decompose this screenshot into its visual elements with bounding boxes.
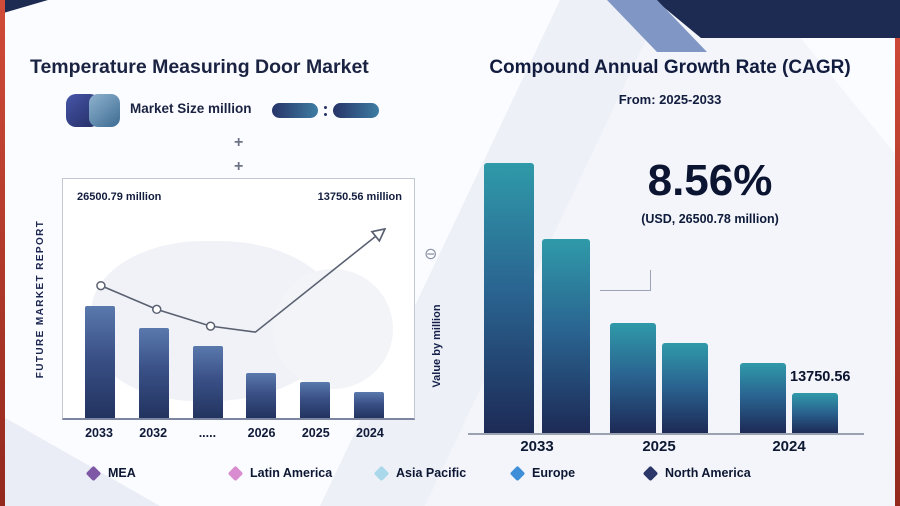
x-label: 2032: [139, 426, 168, 440]
legend-item-europe: Europe: [509, 465, 576, 481]
legend-item-asia-pacific: Asia Pacific: [373, 465, 467, 481]
cagr-chart-axis-line: [468, 433, 864, 435]
market-size-x-axis: 2033 2032..... 2026 2025 2024: [62, 426, 415, 442]
legend-pills: [272, 103, 379, 118]
x-label-cell: 2033: [84, 426, 114, 442]
market-size-bar-2025: [300, 382, 331, 418]
x-label: 2033: [85, 426, 113, 440]
cagr-bar-2025-2: [662, 343, 708, 433]
market-size-chart: 26500.79 million 13750.56 million: [62, 178, 415, 420]
trend-marker: [96, 280, 106, 291]
trend-line: [100, 230, 383, 333]
database-icon-right-disc: [89, 94, 120, 127]
legend-item-latin-america: Latin America: [227, 465, 333, 481]
x-label: 2025: [301, 426, 330, 440]
trend-marker: [151, 304, 162, 315]
legend-item-mea: MEA: [85, 465, 136, 481]
legend-pill-1: [272, 103, 318, 118]
legend-diamond: [509, 465, 526, 481]
market-size-bar-2033: [85, 306, 115, 418]
bar-value-callout: 13750.56: [790, 369, 851, 385]
right-chart-title: Compound Annual Growth Rate (CAGR): [489, 57, 851, 78]
database-icon: [66, 92, 124, 130]
cagr-bar-2033-1: [484, 163, 534, 433]
market-size-bar-2026: [246, 373, 277, 418]
trend-line-overlay: [96, 179, 414, 333]
cagr-bar-2024-2: [792, 393, 838, 433]
legend-diamond: [85, 465, 102, 481]
right-chart-subtitle: From: 2025-2033: [618, 92, 722, 107]
x-label-cell: 2025: [301, 426, 331, 442]
legend-label: Asia Pacific: [396, 466, 467, 480]
cagr-subtext: (USD, 26500.78 million): [641, 212, 779, 226]
market-size-legend-label: Market Size million: [130, 101, 252, 116]
decor-blob: [273, 269, 393, 389]
trend-marker: [205, 321, 216, 331]
market-size-bar-2024: [353, 392, 384, 418]
legend-pill-2: [333, 103, 379, 118]
cagr-bar-2033-2: [542, 239, 590, 433]
pill-separator-colon: [324, 105, 327, 116]
x-label-cell: 2026: [247, 426, 277, 442]
x-label: .....: [198, 426, 217, 440]
legend-label: Europe: [532, 466, 576, 480]
x-label-2033: 2033: [520, 438, 554, 455]
legend-diamond: [642, 465, 659, 481]
market-size-bar-.....: [192, 346, 223, 418]
plus-icon: +: [234, 134, 244, 151]
decor-bracket: [600, 270, 651, 291]
end-value-annotation: 13750.56 million: [317, 191, 402, 203]
x-label: 2024: [356, 426, 384, 440]
start-value-annotation: 26500.79 million: [77, 191, 162, 203]
x-label-cell: 2024: [355, 426, 385, 442]
left-chart-title: Temperature Measuring Door Market: [30, 56, 369, 78]
legend-diamond: [373, 465, 390, 481]
legend-diamond: [227, 465, 244, 481]
x-label-2024: 2024: [772, 438, 806, 455]
legend-label: MEA: [108, 466, 136, 480]
x-label-cell: 2032: [138, 426, 168, 442]
market-size-bars: [63, 179, 414, 418]
region-legend: MEA Latin America Asia Pacific Europe North …: [0, 464, 900, 496]
legend-item-north-america: North America: [642, 465, 751, 481]
plus-icon: +: [234, 158, 244, 175]
cagr-bar-2024-1: [740, 363, 786, 433]
legend-label: North America: [665, 466, 751, 480]
x-label-cell: .....: [192, 426, 222, 442]
cagr-value: 8.56%: [647, 156, 773, 205]
x-label-2025: 2025: [642, 438, 676, 455]
legend-label: Latin America: [250, 466, 333, 480]
minus-circle-icon: ⊖: [424, 246, 438, 263]
cagr-bar-2025-1: [610, 323, 656, 433]
x-label: 2026: [247, 426, 276, 440]
market-size-bar-2032: [138, 328, 169, 418]
